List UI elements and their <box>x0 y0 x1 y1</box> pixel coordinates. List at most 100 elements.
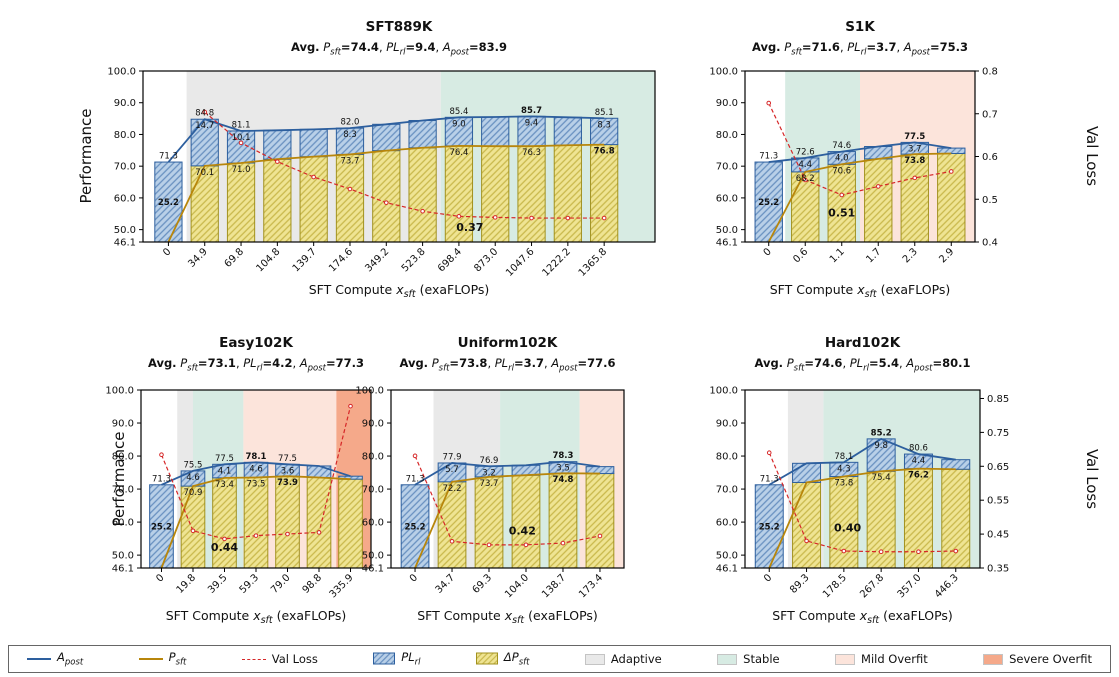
valloss-marker <box>560 540 566 546</box>
avg-psft-value: 73.8 <box>459 356 488 370</box>
valloss-annotation: 0.40 <box>834 521 861 534</box>
equals: = <box>577 356 588 370</box>
valloss-marker <box>948 169 954 174</box>
bar-label-psft: 72.2 <box>443 484 462 494</box>
severe-overfit-patch-swatch <box>983 653 1004 665</box>
bar-label-apost: 82.0 <box>341 118 360 128</box>
x-tick-label: 39.5 <box>206 572 230 596</box>
bar-delta-psft <box>306 477 332 569</box>
xaxis-title-sub: sft <box>512 615 525 626</box>
x-tick-label: 98.8 <box>301 572 325 596</box>
x-tick-label: 0 <box>762 246 774 258</box>
y-tick-label: 80.0 <box>716 452 738 463</box>
bar-label-apost: 77.9 <box>443 452 462 462</box>
right-tick-label: 0.55 <box>987 496 1009 507</box>
avg-psft-value: 74.4 <box>350 40 379 54</box>
x-tick-label: 357.0 <box>896 572 924 600</box>
x-tick-label: 0 <box>762 572 774 584</box>
y-tick-label: 80.0 <box>716 130 738 141</box>
x-tick-label: 89.3 <box>788 572 812 596</box>
x-tick-label: 1.1 <box>828 246 847 265</box>
bar-delta-psft <box>372 150 401 243</box>
bar-label-psft: 70.9 <box>184 488 203 498</box>
valloss-annotation: 0.42 <box>509 524 536 537</box>
bar-label-plrl: 8.3 <box>343 130 357 140</box>
valloss-marker <box>190 528 196 534</box>
bar-delta-psft <box>548 472 578 569</box>
valloss-marker <box>875 184 881 189</box>
x-tick-label: 1222.2 <box>540 246 573 279</box>
chart-title: SFT889K <box>365 19 433 35</box>
bar-plrl <box>754 484 784 569</box>
valloss-marker <box>802 177 808 183</box>
legend-label: PLrl <box>401 650 420 667</box>
x-tick-label: 1.7 <box>864 246 883 265</box>
valloss-marker <box>383 200 389 205</box>
bar-label-apost: 80.6 <box>909 444 928 454</box>
valloss-marker <box>953 548 959 554</box>
x-tick-label: 0 <box>154 572 166 584</box>
xaxis-title-post: (exaFLOPs) <box>877 282 951 297</box>
right-tick-label: 0.45 <box>987 530 1009 541</box>
bar-plrl <box>400 484 430 569</box>
equals: = <box>930 40 940 54</box>
psft-var: P <box>180 356 188 370</box>
avg-psft-value: 73.1 <box>207 356 236 370</box>
x-tick-label: 69.8 <box>223 246 247 270</box>
xaxis-title-pre: SFT Compute <box>309 282 397 297</box>
bar-label-apost: 85.4 <box>449 107 468 117</box>
separator: , <box>378 40 387 54</box>
apost-var-sub: post <box>450 47 470 58</box>
bar-delta-psft <box>481 145 510 243</box>
bar-label-psft: 73.5 <box>247 480 266 490</box>
xaxis-title-pre: SFT Compute <box>166 608 254 623</box>
xaxis-title-pre: SFT Compute <box>417 608 505 623</box>
chart-canvas: 71.3 25.2 84.8 14.7 70.1 81.1 10.1 71.0 82.0 8.3 7… <box>107 67 656 300</box>
bar-label-psft: 73.4 <box>215 480 234 490</box>
psft-var: P <box>431 356 439 370</box>
bar-label-plrl: 4.6 <box>249 464 263 474</box>
y-tick-label: 70.0 <box>112 485 134 496</box>
bar-delta-psft <box>437 481 467 569</box>
delta-psft-hatch-swatch <box>475 652 498 665</box>
bar-label-plrl: 25.2 <box>758 198 779 208</box>
bar-delta-psft <box>335 153 365 243</box>
legend-label: Apost <box>57 650 83 667</box>
bar-delta-psft <box>517 145 546 243</box>
valloss-marker <box>311 174 316 180</box>
region-stable <box>440 71 655 242</box>
legend-label: Val Loss <box>271 652 318 666</box>
bar-plrl <box>792 462 822 483</box>
y-tick-label: 100.0 <box>709 386 738 397</box>
valloss-marker <box>347 186 353 192</box>
xaxis-title-post: (exaFLOPs) <box>273 608 347 623</box>
separator: , <box>896 40 904 54</box>
legend-label: Psft <box>169 650 187 667</box>
separator: , <box>543 356 552 370</box>
bar-label-psft: 76.3 <box>522 148 541 158</box>
valloss-marker <box>420 208 425 214</box>
legend-item-delta-psft: ΔPsft <box>475 650 529 668</box>
xaxis-title-var: x <box>504 608 513 623</box>
valloss-marker <box>766 100 772 106</box>
plrl-var-sub: rl <box>860 47 867 58</box>
valloss-annotation: 0.37 <box>456 221 483 234</box>
xaxis-title-var: x <box>859 608 868 623</box>
equals: = <box>868 356 879 370</box>
x-tick-label: 139.7 <box>291 246 319 274</box>
psft-var-sub: sft <box>187 363 198 374</box>
valloss-marker <box>529 215 534 221</box>
y-tick-label: 50.0 <box>716 551 738 562</box>
bar-label-plrl: 9.8 <box>874 441 888 451</box>
apost-line-swatch <box>27 657 51 661</box>
ylabel-performance-row2: Performance <box>110 431 128 527</box>
xaxis-title-sub: sft <box>867 615 880 626</box>
valloss-marker <box>275 159 280 164</box>
x-tick-label: 0.6 <box>791 246 810 265</box>
psft-var: P <box>786 356 794 370</box>
right-tick-label: 0.4 <box>982 238 998 249</box>
y-tick-label: 60.0 <box>362 518 384 529</box>
separator: , <box>292 356 300 370</box>
y-tick-label: 60.0 <box>716 193 738 204</box>
bar-label-plrl: 3.5 <box>556 464 570 474</box>
